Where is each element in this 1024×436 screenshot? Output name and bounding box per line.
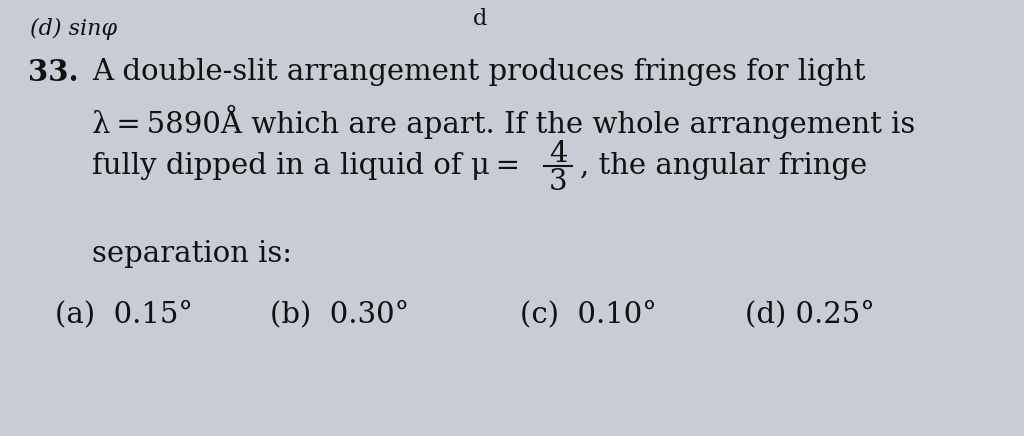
Text: (d) 0.25°: (d) 0.25° bbox=[745, 300, 874, 328]
Text: , the angular fringe: , the angular fringe bbox=[580, 152, 867, 180]
Text: 33.: 33. bbox=[28, 58, 79, 87]
Text: (c)  0.10°: (c) 0.10° bbox=[520, 300, 656, 328]
Text: (a)  0.15°: (a) 0.15° bbox=[55, 300, 193, 328]
Text: separation is:: separation is: bbox=[92, 240, 292, 268]
Text: λ = 5890Å which are apart. If the whole arrangement is: λ = 5890Å which are apart. If the whole … bbox=[92, 105, 915, 139]
Text: (d) sinφ: (d) sinφ bbox=[30, 18, 117, 40]
Text: 4: 4 bbox=[549, 140, 567, 168]
Text: A double-slit arrangement produces fringes for light: A double-slit arrangement produces fring… bbox=[92, 58, 865, 86]
Text: 3: 3 bbox=[549, 168, 567, 196]
Text: d: d bbox=[473, 8, 487, 30]
Text: fully dipped in a liquid of μ =: fully dipped in a liquid of μ = bbox=[92, 152, 520, 180]
Text: (b)  0.30°: (b) 0.30° bbox=[270, 300, 410, 328]
